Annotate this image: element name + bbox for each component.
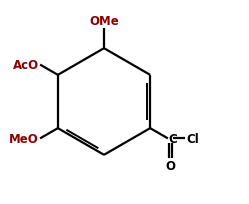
Text: Cl: Cl [186, 132, 199, 145]
Text: OMe: OMe [89, 15, 119, 28]
Text: AcO: AcO [13, 59, 39, 72]
Text: MeO: MeO [9, 132, 39, 145]
Text: C: C [169, 132, 177, 145]
Text: O: O [166, 159, 176, 172]
